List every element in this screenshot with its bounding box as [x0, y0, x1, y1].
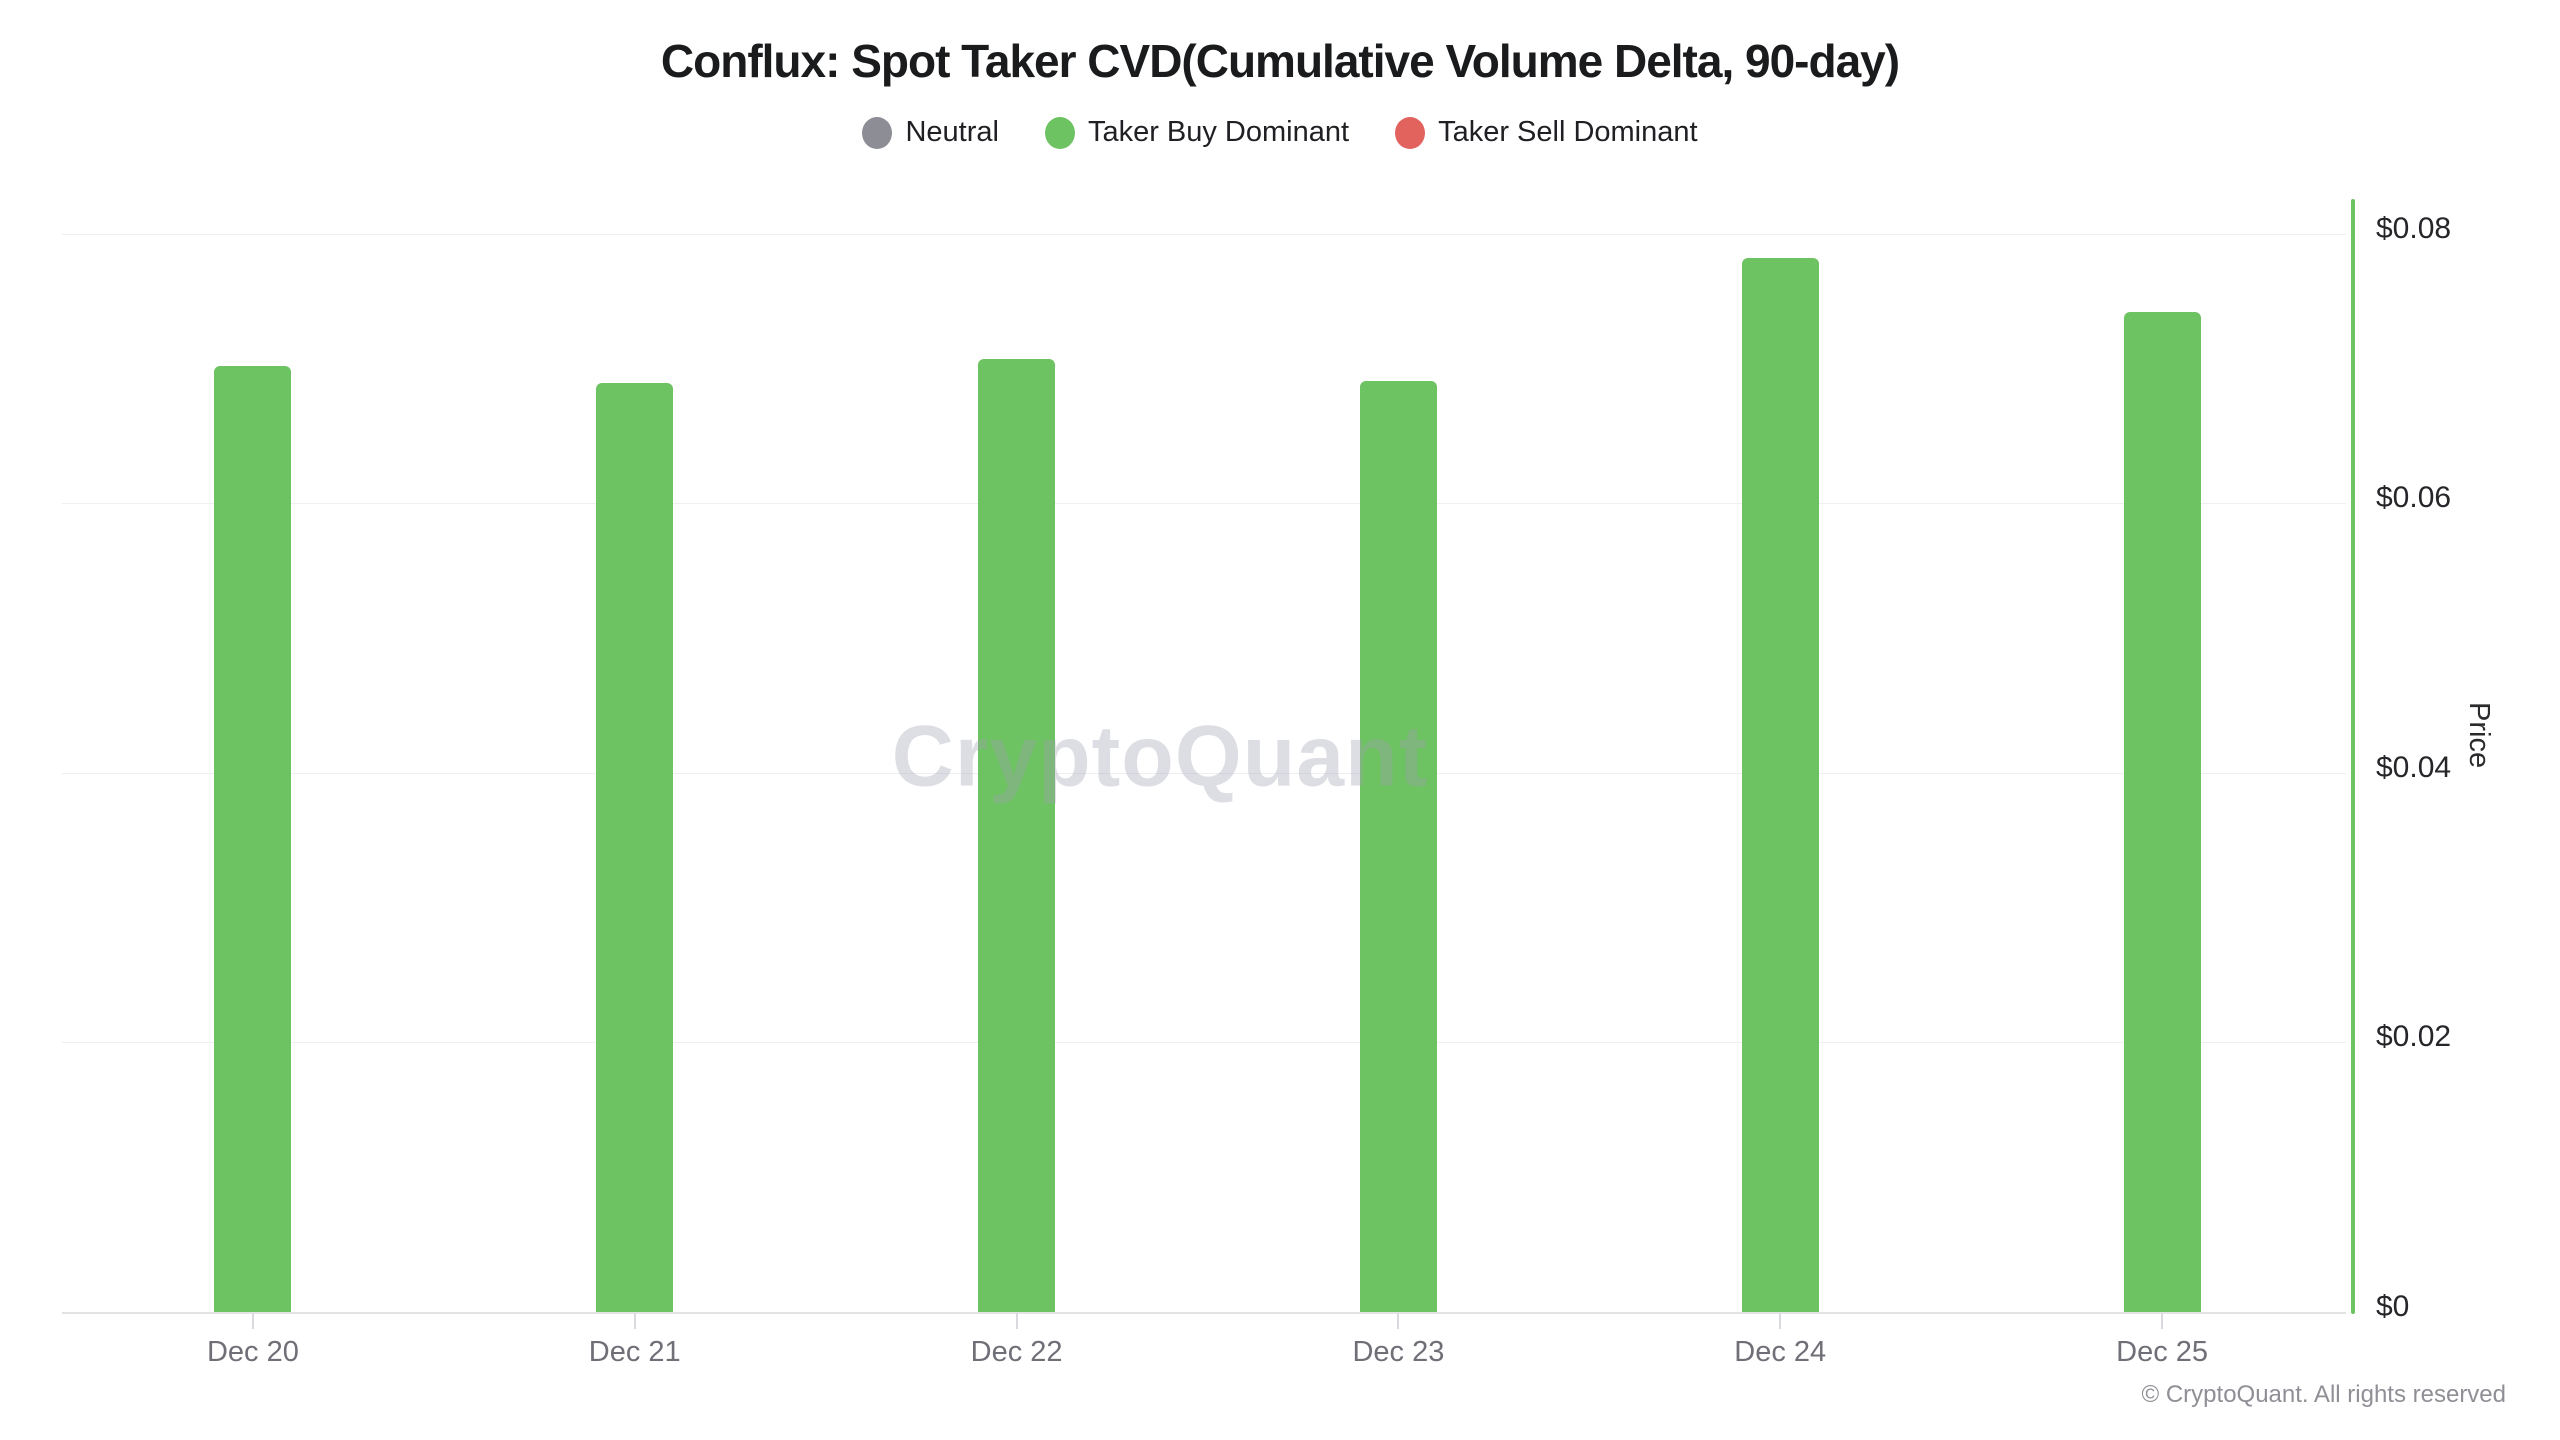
legend-item-taker-buy-dominant[interactable]: Taker Buy Dominant [1044, 116, 1350, 149]
neutral-dot-icon [862, 116, 893, 149]
price-axis-line [2351, 199, 2355, 1314]
buy-dot-icon [1044, 116, 1075, 149]
x-axis-tick [1779, 1313, 1782, 1329]
gridline [62, 1042, 2346, 1044]
x-axis-tick [633, 1313, 636, 1329]
legend-item-taker-sell-dominant[interactable]: Taker Sell Dominant [1395, 116, 1698, 149]
bar-dec-23 [1359, 380, 1437, 1312]
x-axis-label: Dec 23 [1352, 1336, 1445, 1368]
y-axis-tick-label: $0 [2376, 1290, 2410, 1323]
legend: Neutral Taker Buy Dominant Taker Sell Do… [0, 116, 2560, 149]
legend-item-neutral[interactable]: Neutral [862, 116, 999, 149]
x-axis-tick [1397, 1313, 1400, 1329]
y-axis-tick-label: $0.06 [2376, 481, 2452, 515]
bar-dec-21 [596, 383, 674, 1312]
price-axis-title: Price [2463, 702, 2495, 769]
y-axis-tick-label: $0.08 [2376, 211, 2452, 245]
x-axis-tick [251, 1313, 254, 1329]
gridline [62, 503, 2346, 505]
gridline [62, 233, 2346, 235]
x-axis-tick [2161, 1313, 2164, 1329]
bar-dec-24 [1741, 257, 1819, 1312]
copyright-text: © CryptoQuant. All rights reserved [2141, 1381, 2507, 1408]
legend-label-taker-buy-dominant: Taker Buy Dominant [1087, 116, 1350, 148]
chart-title: Conflux: Spot Taker CVD(Cumulative Volum… [660, 35, 1900, 87]
x-axis-label: Dec 22 [970, 1336, 1063, 1368]
gridline [62, 772, 2346, 774]
x-axis-label: Dec 20 [206, 1336, 299, 1368]
sell-dot-icon [1395, 116, 1426, 149]
legend-label-neutral: Neutral [905, 116, 999, 148]
x-axis-label: Dec 25 [2116, 1336, 2209, 1368]
x-axis-label: Dec 21 [588, 1336, 681, 1368]
x-axis-tick [1015, 1313, 1018, 1329]
bar-dec-20 [214, 365, 292, 1312]
legend-label-taker-sell-dominant: Taker Sell Dominant [1438, 116, 1698, 148]
y-axis-tick-label: $0.04 [2376, 750, 2452, 784]
x-axis-label: Dec 24 [1734, 1336, 1827, 1368]
bar-dec-22 [978, 358, 1056, 1312]
y-axis-tick-label: $0.02 [2376, 1020, 2452, 1054]
bar-dec-25 [2123, 311, 2201, 1312]
watermark: CryptoQuant [891, 708, 1429, 805]
x-axis-line [62, 1312, 2346, 1314]
